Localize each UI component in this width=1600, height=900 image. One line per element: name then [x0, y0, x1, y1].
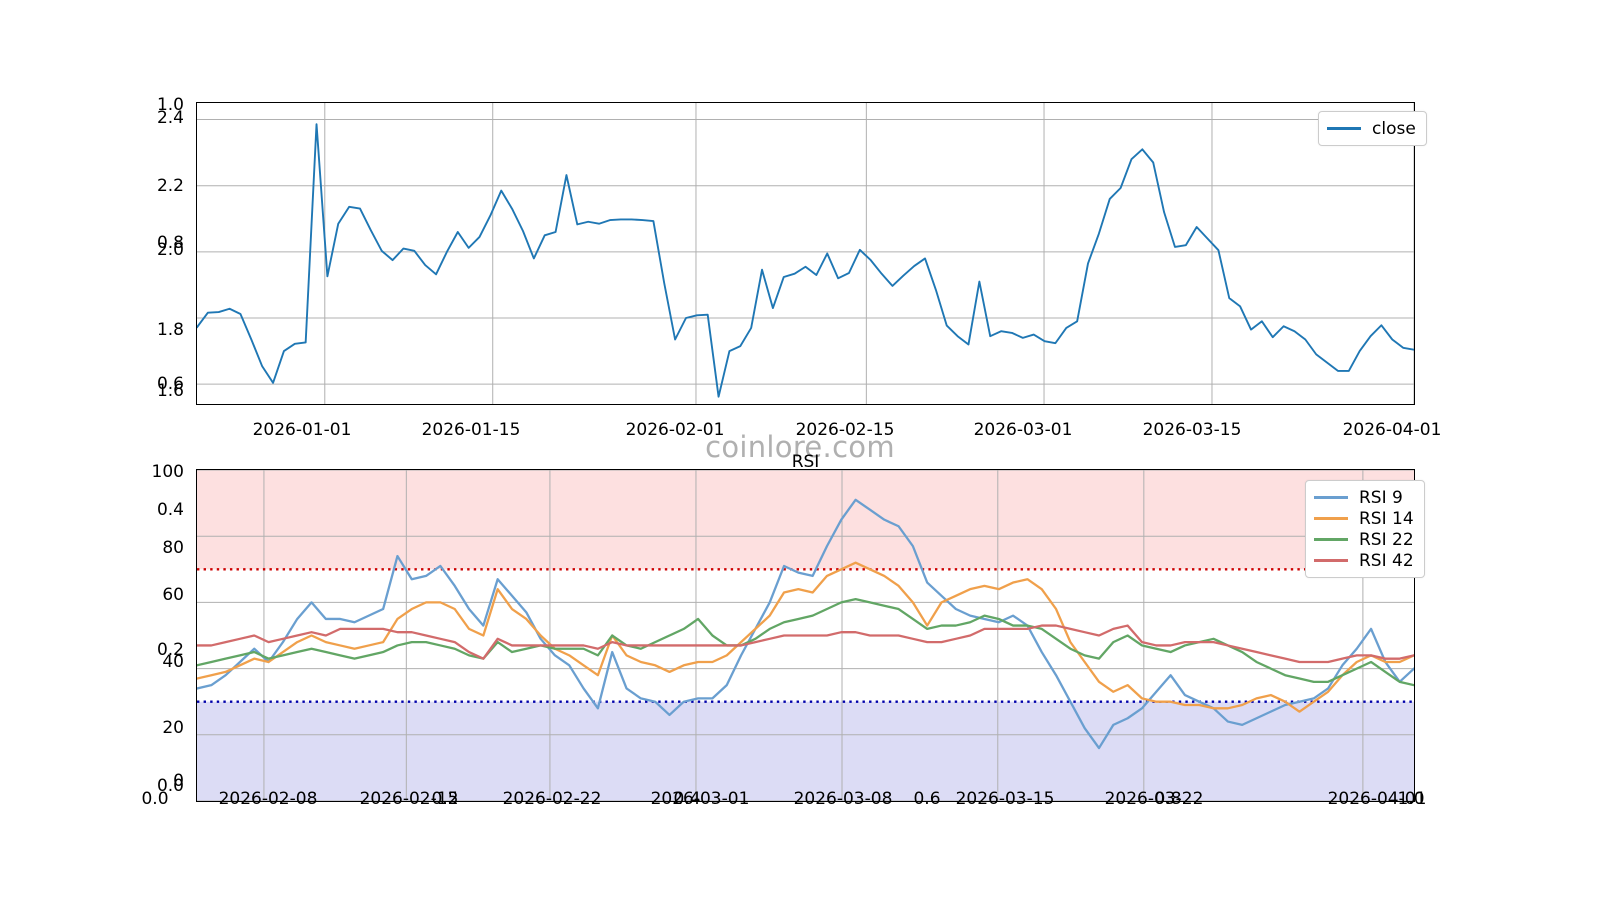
rsi-overlay-xtick-1-0: 1.0 — [1397, 789, 1425, 809]
legend-swatch-rsi-42 — [1314, 559, 1348, 562]
price-ytick-2-2: 2.2 — [156, 176, 184, 196]
rsi-xtick-2026-02-22: 2026-02-22 — [502, 789, 602, 809]
price-ytick-1-6: 1.6 — [156, 381, 184, 401]
rsi-xtick-2026-03-22: 2026-03-22 — [1104, 789, 1204, 809]
price-xtick-2026-01-15: 2026-01-15 — [421, 420, 521, 440]
rsi-xtick-2026-03-15: 2026-03-15 — [955, 789, 1055, 809]
rsi-ytick-0: 0 — [173, 771, 184, 791]
legend-label-rsi-22: RSI 22 — [1359, 529, 1414, 550]
rsi-overlay-ytick-0-2: 0.2 — [156, 640, 184, 660]
legend-label-rsi-14: RSI 14 — [1359, 508, 1414, 529]
rsi-line-svg — [197, 470, 1414, 801]
price-xtick-2026-01-01: 2026-01-01 — [252, 420, 352, 440]
price-ytick-2-4: 2.4 — [156, 108, 184, 128]
price-xtick-2026-03-01: 2026-03-01 — [973, 420, 1073, 440]
legend-item-close: close — [1327, 118, 1416, 139]
rsi-overlay-xtick-0-6: 0.6 — [913, 789, 941, 809]
rsi-xtick-2026-03-08: 2026-03-08 — [793, 789, 893, 809]
rsi-overlay-ytick-0-0: 0.0 — [156, 776, 184, 796]
price-overlay-ytick-1-0: 1.0 — [156, 95, 184, 115]
legend-swatch-rsi-14 — [1314, 517, 1348, 520]
rsi-ytick-40: 40 — [162, 652, 184, 672]
rsi-xtick-2026-02-08: 2026-02-08 — [218, 789, 318, 809]
price-ytick-1-8: 1.8 — [156, 320, 184, 340]
rsi-legend: RSI 9 RSI 14 RSI 22 RSI 42 — [1305, 480, 1425, 578]
rsi-ytick-80: 80 — [162, 538, 184, 558]
price-ytick-2-0: 2.0 — [156, 240, 184, 260]
price-plot-area — [197, 103, 1414, 404]
legend-item-rsi-42: RSI 42 — [1314, 550, 1414, 571]
rsi-overlay-xtick-0-4: 0.4 — [673, 789, 701, 809]
legend-label-rsi-9: RSI 9 — [1359, 487, 1403, 508]
price-xtick-2026-02-15: 2026-02-15 — [795, 420, 895, 440]
rsi-ytick-20: 20 — [162, 718, 184, 738]
legend-swatch-close — [1327, 127, 1361, 130]
rsi-chart-panel — [196, 469, 1415, 802]
legend-item-rsi-14: RSI 14 — [1314, 508, 1414, 529]
rsi-xtick-2026-04-01: 2026-04-01 — [1327, 789, 1427, 809]
price-overlay-ytick-0-8: 0.8 — [156, 233, 184, 253]
rsi-overlay-xtick-0-8: 0.8 — [1154, 789, 1182, 809]
rsi-ytick-100: 100 — [151, 462, 184, 482]
price-xtick-2026-02-01: 2026-02-01 — [625, 420, 725, 440]
rsi-overlay-ytick-0-4: 0.4 — [156, 500, 184, 520]
legend-label-close: close — [1372, 118, 1416, 139]
rsi-xtick-2026-03-01: 2026-03-01 — [650, 789, 750, 809]
legend-swatch-rsi-22 — [1314, 538, 1348, 541]
legend-item-rsi-9: RSI 9 — [1314, 487, 1414, 508]
rsi-overlay-xtick-0-0: 0.0 — [141, 789, 169, 809]
price-legend: close — [1318, 111, 1427, 146]
rsi-plot-area — [197, 470, 1414, 801]
price-xtick-2026-04-01: 2026-04-01 — [1342, 420, 1442, 440]
price-chart-panel — [196, 102, 1415, 405]
rsi-xtick-2026-02-15: 2026-02-15 — [359, 789, 459, 809]
price-overlay-ytick-0-6: 0.6 — [156, 374, 184, 394]
rsi-panel-title: RSI — [791, 452, 820, 472]
legend-label-rsi-42: RSI 42 — [1359, 550, 1414, 571]
rsi-overlay-xtick-0-2: 0.2 — [431, 789, 459, 809]
price-line-svg — [197, 103, 1414, 404]
rsi-ytick-60: 60 — [162, 585, 184, 605]
legend-swatch-rsi-9 — [1314, 496, 1348, 499]
price-xtick-2026-03-15: 2026-03-15 — [1142, 420, 1242, 440]
legend-item-rsi-22: RSI 22 — [1314, 529, 1414, 550]
